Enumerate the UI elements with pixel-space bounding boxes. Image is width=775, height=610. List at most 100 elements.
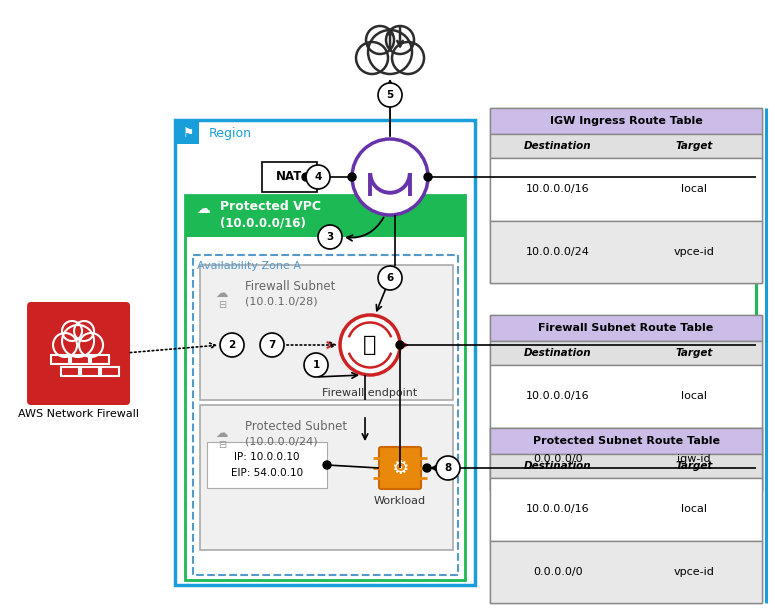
Circle shape: [348, 173, 356, 181]
Circle shape: [318, 225, 342, 249]
Text: EIP: 54.0.0.10: EIP: 54.0.0.10: [231, 468, 303, 478]
Circle shape: [392, 42, 424, 74]
Text: Target: Target: [675, 141, 713, 151]
FancyBboxPatch shape: [200, 265, 453, 400]
Circle shape: [302, 173, 310, 181]
FancyBboxPatch shape: [490, 341, 762, 365]
Circle shape: [260, 333, 284, 357]
Circle shape: [368, 30, 412, 74]
Text: 1: 1: [312, 360, 319, 370]
FancyBboxPatch shape: [185, 195, 465, 237]
FancyBboxPatch shape: [490, 454, 762, 478]
Text: Destination: Destination: [524, 348, 592, 358]
Text: NAT: NAT: [277, 171, 303, 184]
FancyBboxPatch shape: [490, 428, 762, 603]
FancyArrowPatch shape: [432, 465, 437, 471]
Text: (10.0.0.0/16): (10.0.0.0/16): [220, 217, 306, 229]
FancyArrowPatch shape: [362, 418, 368, 439]
Circle shape: [366, 26, 394, 54]
Text: (10.0.1.0/28): (10.0.1.0/28): [245, 296, 318, 306]
FancyBboxPatch shape: [207, 442, 327, 488]
Text: local: local: [681, 504, 707, 514]
Text: (10.0.0.0/24): (10.0.0.0/24): [245, 436, 318, 446]
Circle shape: [352, 139, 428, 215]
FancyArrowPatch shape: [319, 373, 357, 378]
Text: 4: 4: [315, 172, 322, 182]
Circle shape: [386, 26, 414, 54]
Circle shape: [220, 333, 244, 357]
FancyBboxPatch shape: [490, 540, 762, 603]
Circle shape: [396, 341, 404, 349]
Circle shape: [424, 173, 432, 181]
Circle shape: [53, 333, 77, 357]
Text: 🔥: 🔥: [363, 335, 377, 355]
Circle shape: [436, 456, 460, 480]
Text: 10.0.0.0/16: 10.0.0.0/16: [526, 504, 590, 514]
FancyBboxPatch shape: [27, 302, 130, 405]
FancyBboxPatch shape: [490, 478, 762, 540]
Text: 10.0.0.0/24: 10.0.0.0/24: [526, 247, 590, 257]
Text: 0.0.0.0/0: 0.0.0.0/0: [533, 567, 583, 576]
Text: 6: 6: [387, 273, 394, 283]
FancyBboxPatch shape: [490, 158, 762, 220]
Text: igw-id: igw-id: [677, 454, 711, 464]
FancyBboxPatch shape: [490, 365, 762, 428]
Text: Workload: Workload: [374, 496, 426, 506]
FancyArrowPatch shape: [128, 343, 215, 353]
Text: 2: 2: [229, 340, 236, 350]
Text: Protected Subnet Route Table: Protected Subnet Route Table: [532, 436, 719, 446]
Circle shape: [304, 353, 328, 377]
Text: 5: 5: [387, 90, 394, 100]
Circle shape: [79, 333, 103, 357]
Circle shape: [323, 461, 331, 469]
FancyArrowPatch shape: [388, 81, 393, 136]
Text: Destination: Destination: [524, 461, 592, 471]
FancyBboxPatch shape: [490, 315, 762, 490]
Text: Protected Subnet: Protected Subnet: [245, 420, 347, 434]
Text: Protected VPC: Protected VPC: [220, 201, 321, 213]
Text: ☁: ☁: [196, 202, 210, 216]
FancyBboxPatch shape: [490, 134, 762, 158]
FancyBboxPatch shape: [490, 108, 762, 134]
Text: ⊟: ⊟: [218, 440, 226, 450]
Text: Firewall endpoint: Firewall endpoint: [322, 388, 418, 398]
Circle shape: [74, 321, 94, 341]
Circle shape: [423, 464, 431, 472]
FancyBboxPatch shape: [177, 122, 199, 144]
Text: local: local: [681, 184, 707, 194]
Text: 8: 8: [444, 463, 452, 473]
Text: Region: Region: [209, 126, 252, 140]
Text: vpce-id: vpce-id: [673, 247, 715, 257]
Text: ⚙: ⚙: [391, 459, 408, 478]
FancyBboxPatch shape: [490, 428, 762, 490]
Text: IGW Ingress Route Table: IGW Ingress Route Table: [549, 116, 702, 126]
Text: Target: Target: [675, 461, 713, 471]
Text: 0.0.0.0/0: 0.0.0.0/0: [533, 454, 583, 464]
Text: ☁: ☁: [215, 426, 229, 439]
Text: Availability Zone A: Availability Zone A: [197, 261, 301, 271]
Text: ⚑: ⚑: [182, 126, 194, 140]
Circle shape: [62, 325, 94, 357]
Circle shape: [378, 83, 402, 107]
Text: Target: Target: [675, 348, 713, 358]
Text: Firewall Subnet Route Table: Firewall Subnet Route Table: [539, 323, 714, 333]
Text: vpce-id: vpce-id: [673, 567, 715, 576]
FancyArrowPatch shape: [287, 342, 336, 348]
FancyArrowPatch shape: [346, 217, 384, 241]
Text: local: local: [681, 391, 707, 401]
FancyArrowPatch shape: [377, 268, 394, 310]
Circle shape: [378, 266, 402, 290]
Text: Firewall Subnet: Firewall Subnet: [245, 281, 336, 293]
Text: 10.0.0.0/16: 10.0.0.0/16: [526, 184, 590, 194]
Text: IP: 10.0.0.10: IP: 10.0.0.10: [234, 452, 300, 462]
FancyBboxPatch shape: [200, 405, 453, 550]
FancyBboxPatch shape: [262, 162, 317, 192]
FancyBboxPatch shape: [490, 108, 762, 283]
FancyBboxPatch shape: [490, 428, 762, 454]
FancyBboxPatch shape: [379, 447, 421, 489]
Text: Destination: Destination: [524, 141, 592, 151]
Text: 3: 3: [326, 232, 334, 242]
Circle shape: [62, 321, 82, 341]
Text: ☁: ☁: [215, 287, 229, 300]
Circle shape: [356, 42, 388, 74]
